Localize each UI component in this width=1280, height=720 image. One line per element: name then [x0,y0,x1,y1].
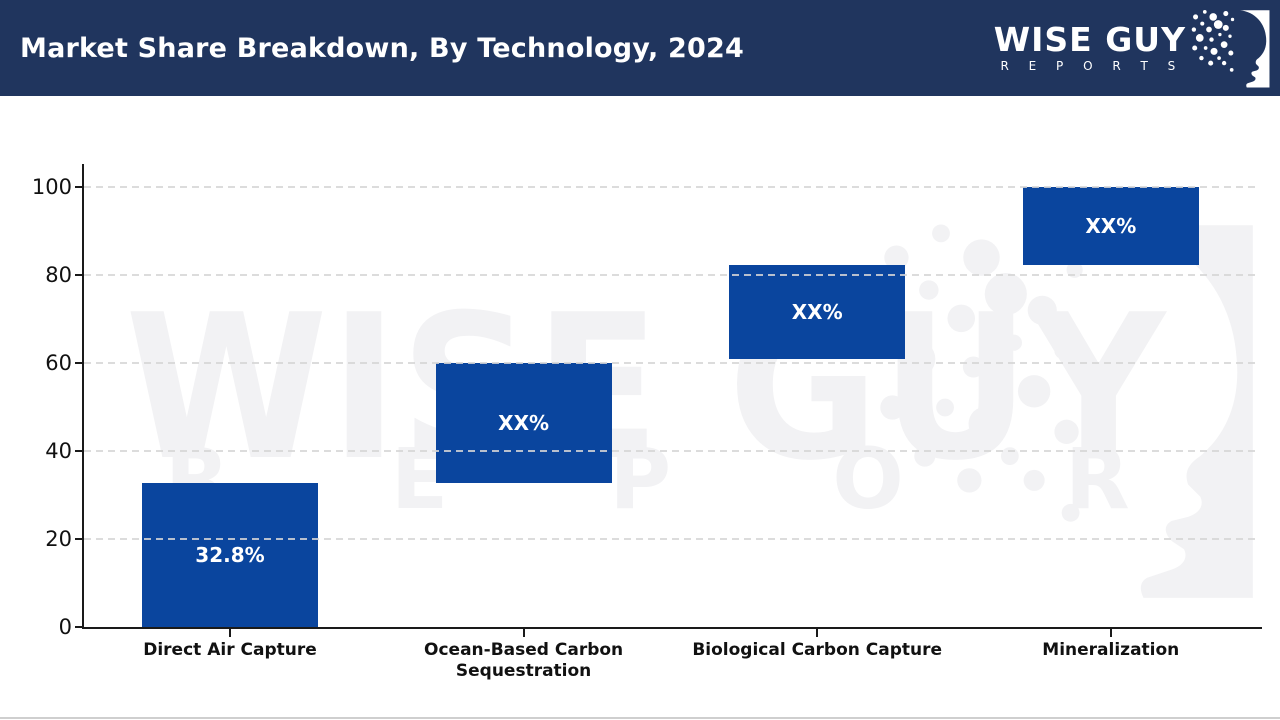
logo-wordmark: WISE GUY [993,20,1186,59]
logo-face-icon [1191,10,1270,88]
wise-guy-reports-logo: WISE GUY R E P O R T S [994,6,1280,90]
logo-reports-text: R E P O R T S [1000,59,1184,73]
watermark-face-icon [877,224,1253,598]
watermark-wordmark: WISE GUY [125,272,1168,505]
logo-text: WISE GUY R E P O R T S [994,23,1186,73]
page-title: Market Share Breakdown, By Technology, 2… [20,32,745,64]
watermark-reports-text: R E P O R T S [165,430,1280,528]
footer-divider [0,717,1280,719]
header-banner: Market Share Breakdown, By Technology, 2… [0,0,1280,96]
